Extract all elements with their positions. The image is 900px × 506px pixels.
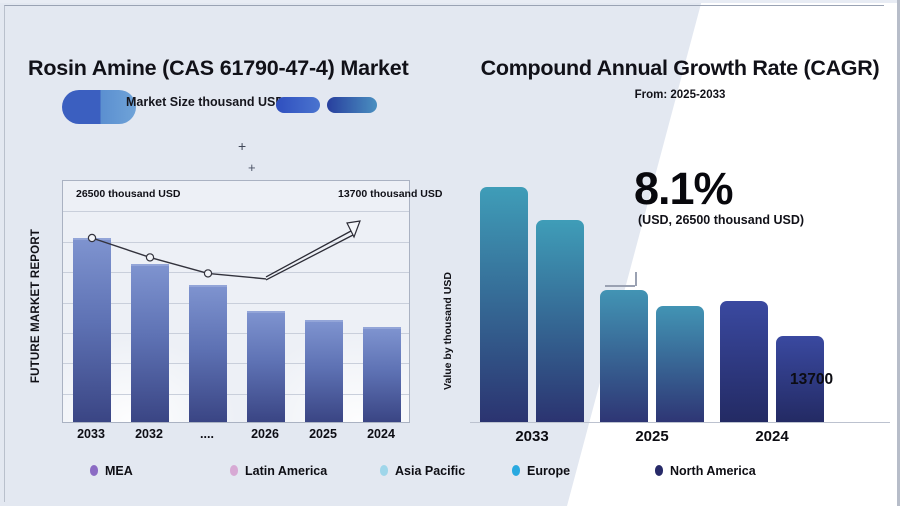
bracket-horizontal-icon [605, 285, 635, 287]
bar [305, 320, 343, 422]
x-axis-tick: .... [200, 427, 214, 441]
left-chart-y-axis-right-label: Value by thousand USD [442, 272, 454, 390]
line-marker [87, 233, 97, 243]
line-marker [203, 269, 213, 278]
right-chart-baseline [470, 421, 890, 423]
right-chart-data-label: 13700 [790, 371, 834, 388]
gridline [63, 333, 409, 334]
legend-item[interactable]: Asia Pacific [380, 462, 465, 480]
legend-marker-icon [230, 465, 238, 477]
bar [720, 301, 768, 423]
left-panel: Rosin Amine (CAS 61790-47-4) Market Mark… [28, 56, 454, 441]
slide-frame [4, 5, 884, 502]
plus-marker-2-icon: + [248, 160, 256, 175]
bar [776, 336, 824, 423]
bar [189, 285, 227, 422]
right-panel: Compound Annual Growth Rate (CAGR) From:… [460, 0, 900, 506]
legend-label: Europe [527, 463, 571, 478]
x-axis-tick: 2024 [367, 427, 395, 441]
growth-arrow-shaft [265, 230, 356, 281]
left-chart-y-axis-label: FUTURE MARKET REPORT [30, 228, 42, 384]
decorative-pill-large-icon [62, 90, 136, 124]
legend-marker-icon [655, 465, 663, 477]
cagr-note: (USD, 26500 thousand USD) [638, 213, 805, 227]
bar [656, 306, 704, 423]
left-annotation-end: 13700 thousand USD [338, 188, 443, 200]
legend-label: Latin America [245, 463, 328, 478]
trend-line [91, 237, 267, 280]
cagr-value: 8.1% [634, 163, 734, 214]
bar [536, 220, 584, 423]
x-axis-tick: 2032 [135, 427, 163, 441]
gridline [63, 211, 409, 212]
gridline [63, 303, 409, 304]
gridline [63, 272, 409, 273]
growth-arrow-head-icon [346, 220, 361, 239]
right-chart-plot-area [460, 155, 900, 423]
x-axis-tick: 2025 [309, 427, 337, 441]
legend-item[interactable]: MEA [90, 462, 133, 480]
legend-label: MEA [105, 463, 133, 478]
right-title: Compound Annual Growth Rate (CAGR) [480, 56, 880, 80]
bar [247, 311, 285, 422]
bar [600, 290, 648, 423]
legend-marker-icon [380, 465, 388, 477]
gridline [63, 394, 409, 395]
legend-item[interactable]: Europe [512, 462, 570, 480]
right-subtitle: From: 2025-2033 [634, 89, 726, 101]
left-chart-line-overlay [87, 220, 361, 281]
gridline [63, 242, 409, 243]
legend-marker-icon [512, 465, 520, 477]
bar [480, 187, 528, 423]
plot-watermark [63, 252, 409, 422]
left-title: Rosin Amine (CAS 61790-47-4) Market [28, 56, 409, 80]
decorative-pill-small-1-icon [276, 97, 320, 113]
decorative-pill-small-2-icon [327, 97, 377, 113]
gridline [63, 363, 409, 364]
x-axis-tick: 2033 [515, 428, 549, 445]
line-marker [145, 253, 155, 262]
x-axis-tick: 2026 [251, 427, 279, 441]
legend-item[interactable]: North America [655, 462, 756, 480]
legend: MEA Latin America Asia Pacific Europe North … [0, 462, 900, 488]
legend-label: Asia Pacific [395, 463, 466, 478]
x-axis-tick: 2033 [77, 427, 105, 441]
left-annotation-start: 26500 thousand USD [76, 188, 181, 200]
bar [363, 327, 401, 422]
x-axis-tick: 2025 [635, 428, 669, 445]
legend-item[interactable]: Latin America [230, 462, 327, 480]
left-chart-plot-area [62, 180, 410, 423]
bracket-vertical-icon [635, 272, 637, 286]
x-axis-tick: 2024 [755, 428, 789, 445]
left-subtitle: Market Size thousand USD [126, 95, 285, 109]
bar [131, 264, 169, 422]
legend-marker-icon [90, 465, 98, 477]
plus-marker-1-icon: + [238, 138, 247, 154]
legend-label: North America [670, 463, 756, 478]
right-edge-bar [897, 0, 900, 506]
